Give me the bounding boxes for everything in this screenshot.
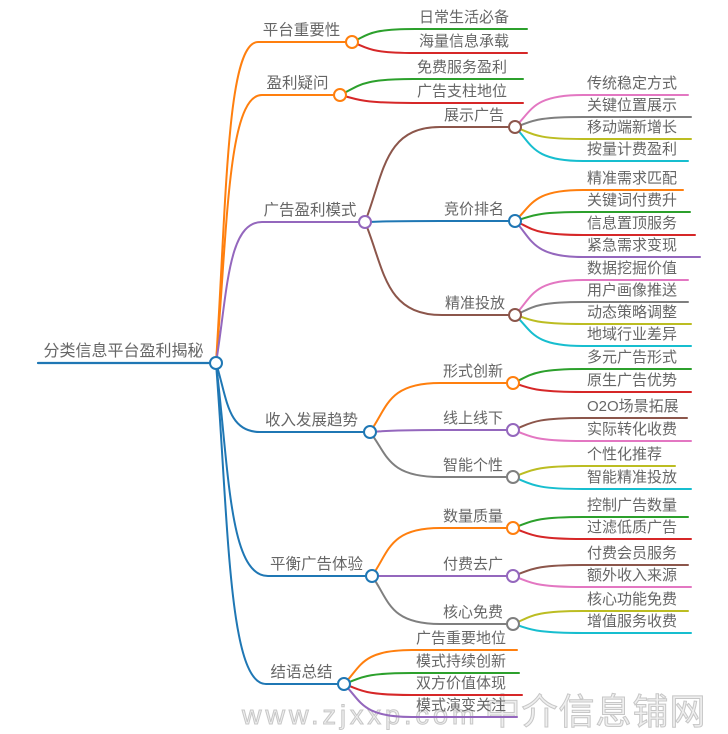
- branch-node[interactable]: 形式创新: [442, 363, 503, 380]
- node-expander-circle[interactable]: [358, 215, 372, 229]
- branch-node[interactable]: 智能个性: [442, 457, 503, 474]
- leaf-node[interactable]: 多元广告形式: [587, 349, 678, 366]
- node-expander-circle[interactable]: [363, 425, 377, 439]
- leaf-node[interactable]: 动态策略调整: [587, 304, 678, 321]
- node-expander-circle[interactable]: [506, 423, 520, 437]
- edge-line: [514, 94, 689, 128]
- watermark: www.zjxxp.com 中介信息铺网: [242, 691, 707, 732]
- edge-line: [514, 126, 689, 162]
- node-expander-circle[interactable]: [508, 120, 522, 134]
- root-node[interactable]: 分类信息平台盈利揭秘: [43, 343, 204, 360]
- node-expander-circle[interactable]: [506, 569, 520, 583]
- node-expander-circle[interactable]: [506, 470, 520, 484]
- node-expander-circle[interactable]: [508, 214, 522, 228]
- leaf-node[interactable]: 增值服务收费: [587, 613, 678, 630]
- leaf-node[interactable]: 紧急需求变现: [587, 237, 678, 254]
- branch-node[interactable]: 线上线下: [442, 410, 503, 427]
- branch-node[interactable]: 广告盈利模式: [263, 202, 357, 219]
- node-expander-circle[interactable]: [337, 677, 351, 691]
- leaf-node[interactable]: 控制广告数量: [587, 497, 678, 514]
- branch-node[interactable]: 结语总结: [270, 664, 333, 681]
- node-expander-circle[interactable]: [209, 356, 223, 370]
- branch-node[interactable]: 付费去广: [442, 556, 503, 573]
- edge-line: [369, 382, 507, 433]
- leaf-node[interactable]: 模式持续创新: [416, 653, 507, 670]
- edge-line: [514, 279, 689, 316]
- leaf-node[interactable]: 精准需求匹配: [587, 170, 678, 187]
- leaf-node[interactable]: 用户画像推送: [587, 282, 678, 299]
- leaf-node[interactable]: 关键词付费升: [587, 192, 678, 209]
- node-expander-circle[interactable]: [345, 35, 359, 49]
- branch-node[interactable]: 核心免费: [442, 604, 503, 621]
- edge-line: [343, 649, 518, 685]
- leaf-node[interactable]: O2O场景拓展: [587, 398, 679, 415]
- branch-node[interactable]: 平衡广告体验: [269, 556, 363, 573]
- edge-line: [215, 362, 364, 433]
- leaf-node[interactable]: 原生广告优势: [587, 372, 678, 389]
- leaf-node[interactable]: 数据挖掘价值: [587, 260, 678, 277]
- leaf-node[interactable]: 按量计费盈利: [587, 141, 678, 158]
- leaf-node[interactable]: 付费会员服务: [587, 545, 678, 562]
- edge-line: [364, 220, 509, 223]
- edge-line: [215, 94, 334, 364]
- leaf-node[interactable]: 广告支柱地位: [417, 83, 508, 100]
- leaf-node[interactable]: 广告重要地位: [416, 630, 507, 647]
- node-expander-circle[interactable]: [508, 308, 522, 322]
- watermark-cn-text: 中介信息铺网: [484, 691, 707, 732]
- branch-node[interactable]: 收入发展趋势: [264, 412, 358, 429]
- branch-node[interactable]: 平台重要性: [262, 22, 341, 39]
- node-expander-circle[interactable]: [333, 88, 347, 102]
- leaf-node[interactable]: 核心功能免费: [587, 591, 678, 608]
- leaf-node[interactable]: 海量信息承载: [419, 33, 510, 50]
- leaf-node[interactable]: 移动端新增长: [587, 119, 678, 136]
- edge-line: [215, 41, 346, 364]
- node-expander-circle[interactable]: [506, 376, 520, 390]
- leaf-node[interactable]: 信息置顶服务: [587, 215, 678, 232]
- branch-node[interactable]: 竞价排名: [443, 201, 504, 218]
- edge-line: [364, 221, 509, 316]
- edge-line: [369, 431, 507, 478]
- node-expander-circle[interactable]: [506, 521, 520, 535]
- edge-line: [371, 527, 507, 577]
- edge-line: [215, 362, 338, 685]
- leaf-node[interactable]: 过滤低质广告: [587, 519, 678, 536]
- leaf-node[interactable]: 免费服务盈利: [417, 59, 508, 76]
- branch-node[interactable]: 展示广告: [443, 107, 504, 124]
- branch-node[interactable]: 盈利疑问: [266, 75, 329, 92]
- leaf-node[interactable]: 地域行业差异: [587, 326, 678, 343]
- edge-line: [514, 314, 692, 347]
- edge-line: [343, 683, 518, 718]
- edge-line: [364, 126, 509, 223]
- node-expander-circle[interactable]: [506, 617, 520, 631]
- node-expander-circle[interactable]: [365, 569, 379, 583]
- edge-line: [371, 575, 507, 625]
- edge-line: [215, 362, 366, 577]
- leaf-node[interactable]: 关键位置展示: [587, 97, 678, 114]
- leaf-node[interactable]: 额外收入来源: [587, 567, 678, 584]
- branch-node[interactable]: 数量质量: [442, 508, 503, 525]
- branch-node[interactable]: 精准投放: [444, 295, 505, 312]
- leaf-node[interactable]: 实际转化收费: [587, 421, 678, 438]
- edge-line: [514, 220, 701, 258]
- leaf-node[interactable]: 双方价值体现: [416, 675, 507, 692]
- leaf-node[interactable]: 传统稳定方式: [587, 75, 678, 92]
- leaf-node[interactable]: 模式演变关注: [416, 697, 507, 714]
- leaf-node[interactable]: 智能精准投放: [587, 469, 678, 486]
- edge-line: [514, 189, 684, 222]
- leaf-node[interactable]: 个性化推荐: [587, 446, 663, 463]
- watermark-url-text: www.zjxxp.com: [242, 700, 479, 731]
- leaf-node[interactable]: 日常生活必备: [419, 9, 510, 26]
- edge-line: [215, 221, 359, 364]
- edge-line: [369, 429, 507, 433]
